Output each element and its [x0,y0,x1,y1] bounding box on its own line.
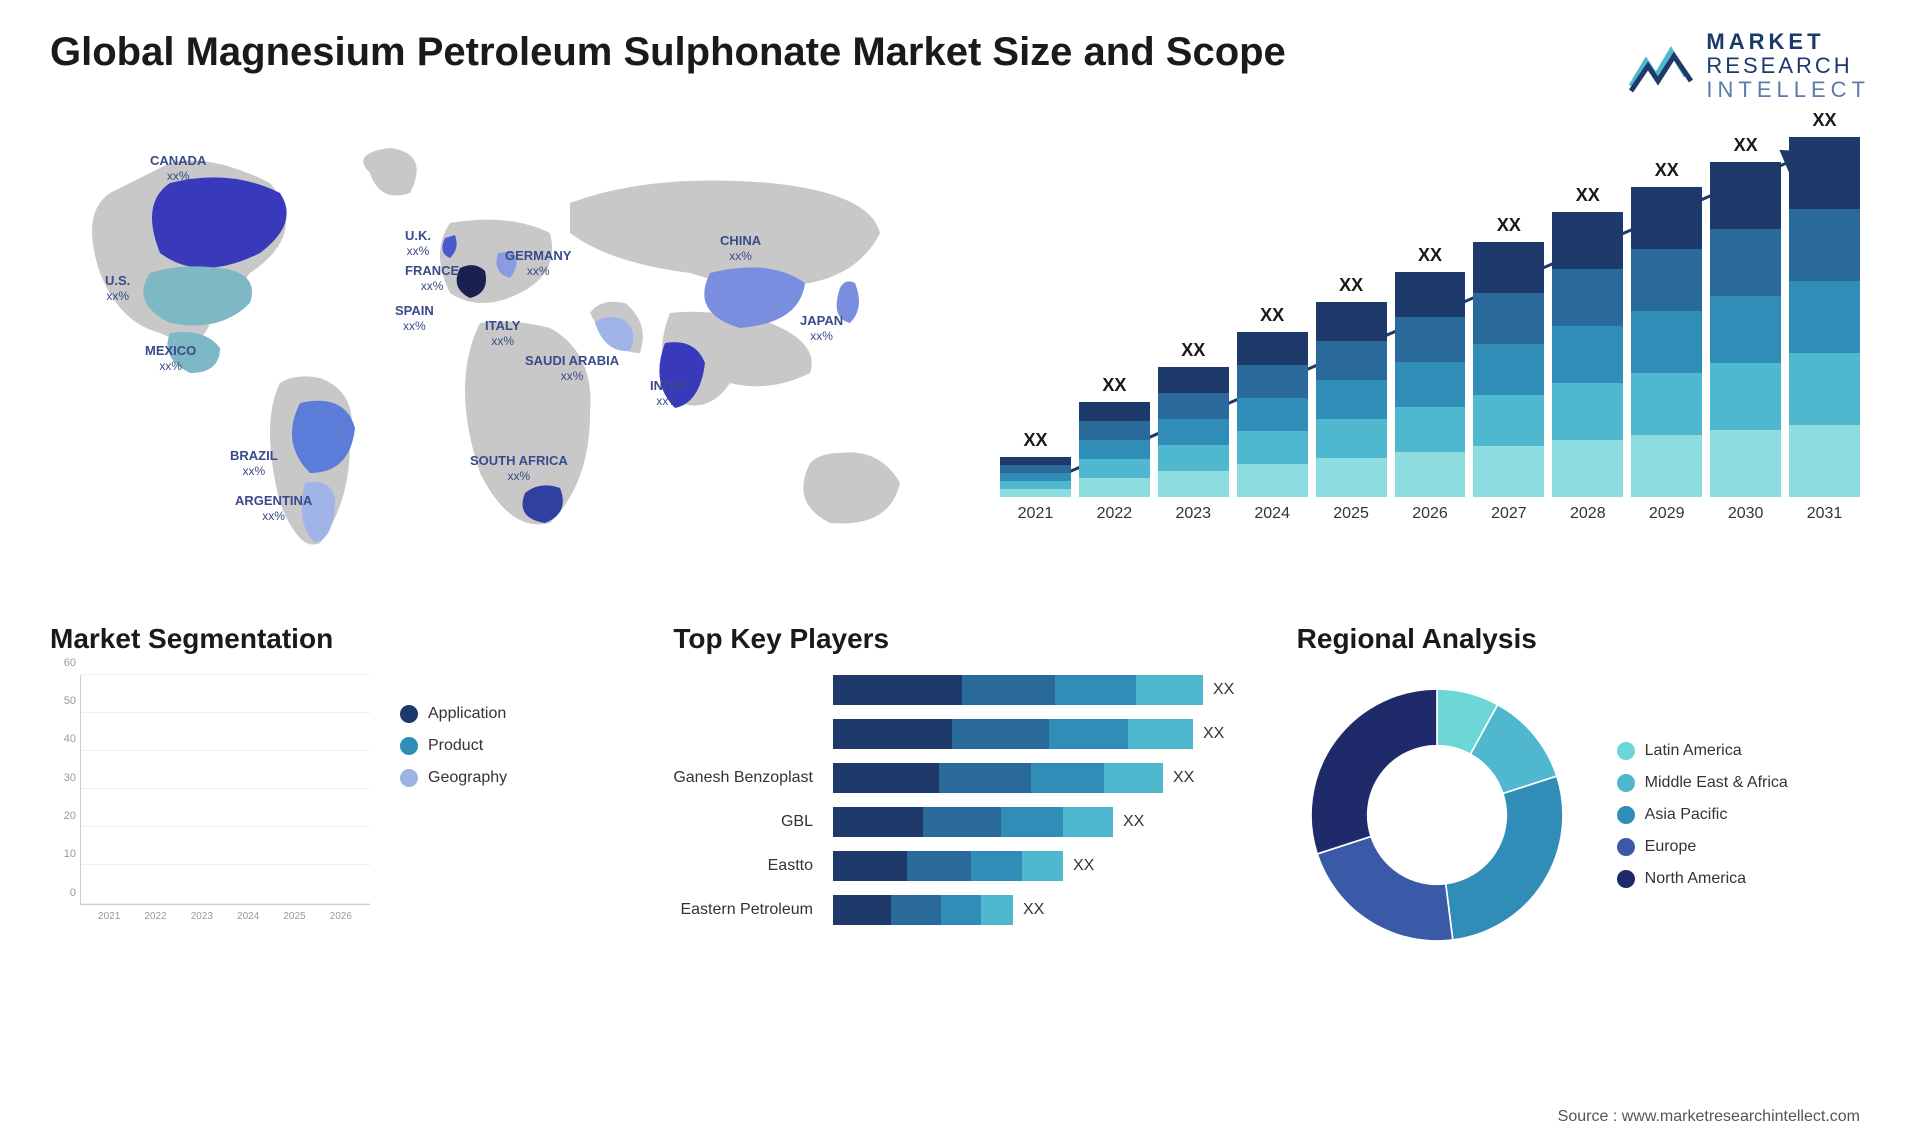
map-label: FRANCExx% [405,263,459,295]
logo-text-1: MARKET [1706,30,1870,54]
world-map: CANADAxx% U.S.xx% MEXICOxx% BRAZILxx% ARGENT… [50,123,950,573]
segmentation-panel: Market Segmentation 0102030405060 202120… [50,623,623,955]
growth-bar: XX2029 [1631,160,1702,523]
legend-item: North America [1617,870,1788,888]
regional-title: Regional Analysis [1297,623,1870,655]
regional-donut [1297,675,1577,955]
keyplayers-panel: Top Key Players Ganesh Benzoplast GBL East… [673,623,1246,955]
map-label: SPAINxx% [395,303,434,335]
segmentation-chart: 0102030405060 202120222023202420252026 [50,675,370,935]
map-label: BRAZILxx% [230,448,278,480]
segmentation-title: Market Segmentation [50,623,623,655]
logo-text-2: RESEARCH [1706,54,1870,78]
keyplayer-bar: XX [833,895,1247,925]
map-label: CHINAxx% [720,233,761,265]
region-china [704,267,805,328]
map-label: GERMANYxx% [505,248,571,280]
growth-bar: XX2021 [1000,430,1071,523]
growth-bar: XX2023 [1158,340,1229,523]
growth-bar: XX2028 [1552,185,1623,523]
map-label: INDIAxx% [650,378,685,410]
regional-legend: Latin America Middle East & Africa Asia Pa… [1617,742,1788,888]
map-label: U.K.xx% [405,228,431,260]
growth-bar: XX2025 [1316,275,1387,523]
logo-text-3: INTELLECT [1706,78,1870,102]
donut-slice [1311,689,1437,854]
map-label: CANADAxx% [150,153,206,185]
growth-bar: XX2030 [1710,135,1781,523]
map-label: SAUDI ARABIAxx% [525,353,619,385]
map-label: ARGENTINAxx% [235,493,312,525]
legend-item: Geography [400,769,507,787]
growth-bar: XX2031 [1789,110,1860,523]
keyplayers-chart: XX XX XX XX XX XX [833,675,1247,929]
growth-bar: XX2024 [1237,305,1308,523]
keyplayer-label: Eastern Petroleum [673,895,813,925]
donut-slice [1445,776,1562,940]
regional-panel: Regional Analysis Latin America Middle Ea… [1297,623,1870,955]
legend-item: Middle East & Africa [1617,774,1788,792]
keyplayer-bar: XX [833,807,1247,837]
keyplayer-label [673,675,813,705]
growth-chart: XX2021XX2022XX2023XX2024XX2025XX2026XX20… [990,123,1870,573]
keyplayers-title: Top Key Players [673,623,1246,655]
keyplayer-label [673,719,813,749]
map-label: SOUTH AFRICAxx% [470,453,568,485]
map-label: ITALYxx% [485,318,520,350]
legend-item: Product [400,737,507,755]
legend-item: Application [400,705,507,723]
donut-slice [1317,836,1453,941]
region-usa [143,266,252,325]
page-title: Global Magnesium Petroleum Sulphonate Ma… [50,30,1286,75]
growth-bar: XX2026 [1395,245,1466,523]
legend-item: Asia Pacific [1617,806,1788,824]
keyplayer-bar: XX [833,763,1247,793]
map-label: JAPANxx% [800,313,843,345]
keyplayer-label: GBL [673,807,813,837]
legend-item: Europe [1617,838,1788,856]
keyplayer-label: Eastto [673,851,813,881]
keyplayer-bar: XX [833,675,1247,705]
logo: MARKET RESEARCH INTELLECT [1626,30,1870,103]
growth-bar: XX2027 [1473,215,1544,523]
map-label: U.S.xx% [105,273,130,305]
keyplayer-bar: XX [833,719,1247,749]
map-label: MEXICOxx% [145,343,196,375]
legend-item: Latin America [1617,742,1788,760]
growth-bar: XX2022 [1079,375,1150,523]
source-text: Source : www.marketresearchintellect.com [1558,1108,1860,1126]
segmentation-legend: Application Product Geography [400,675,507,935]
keyplayer-label: Ganesh Benzoplast [673,763,813,793]
keyplayer-bar: XX [833,851,1247,881]
logo-icon [1626,36,1696,96]
